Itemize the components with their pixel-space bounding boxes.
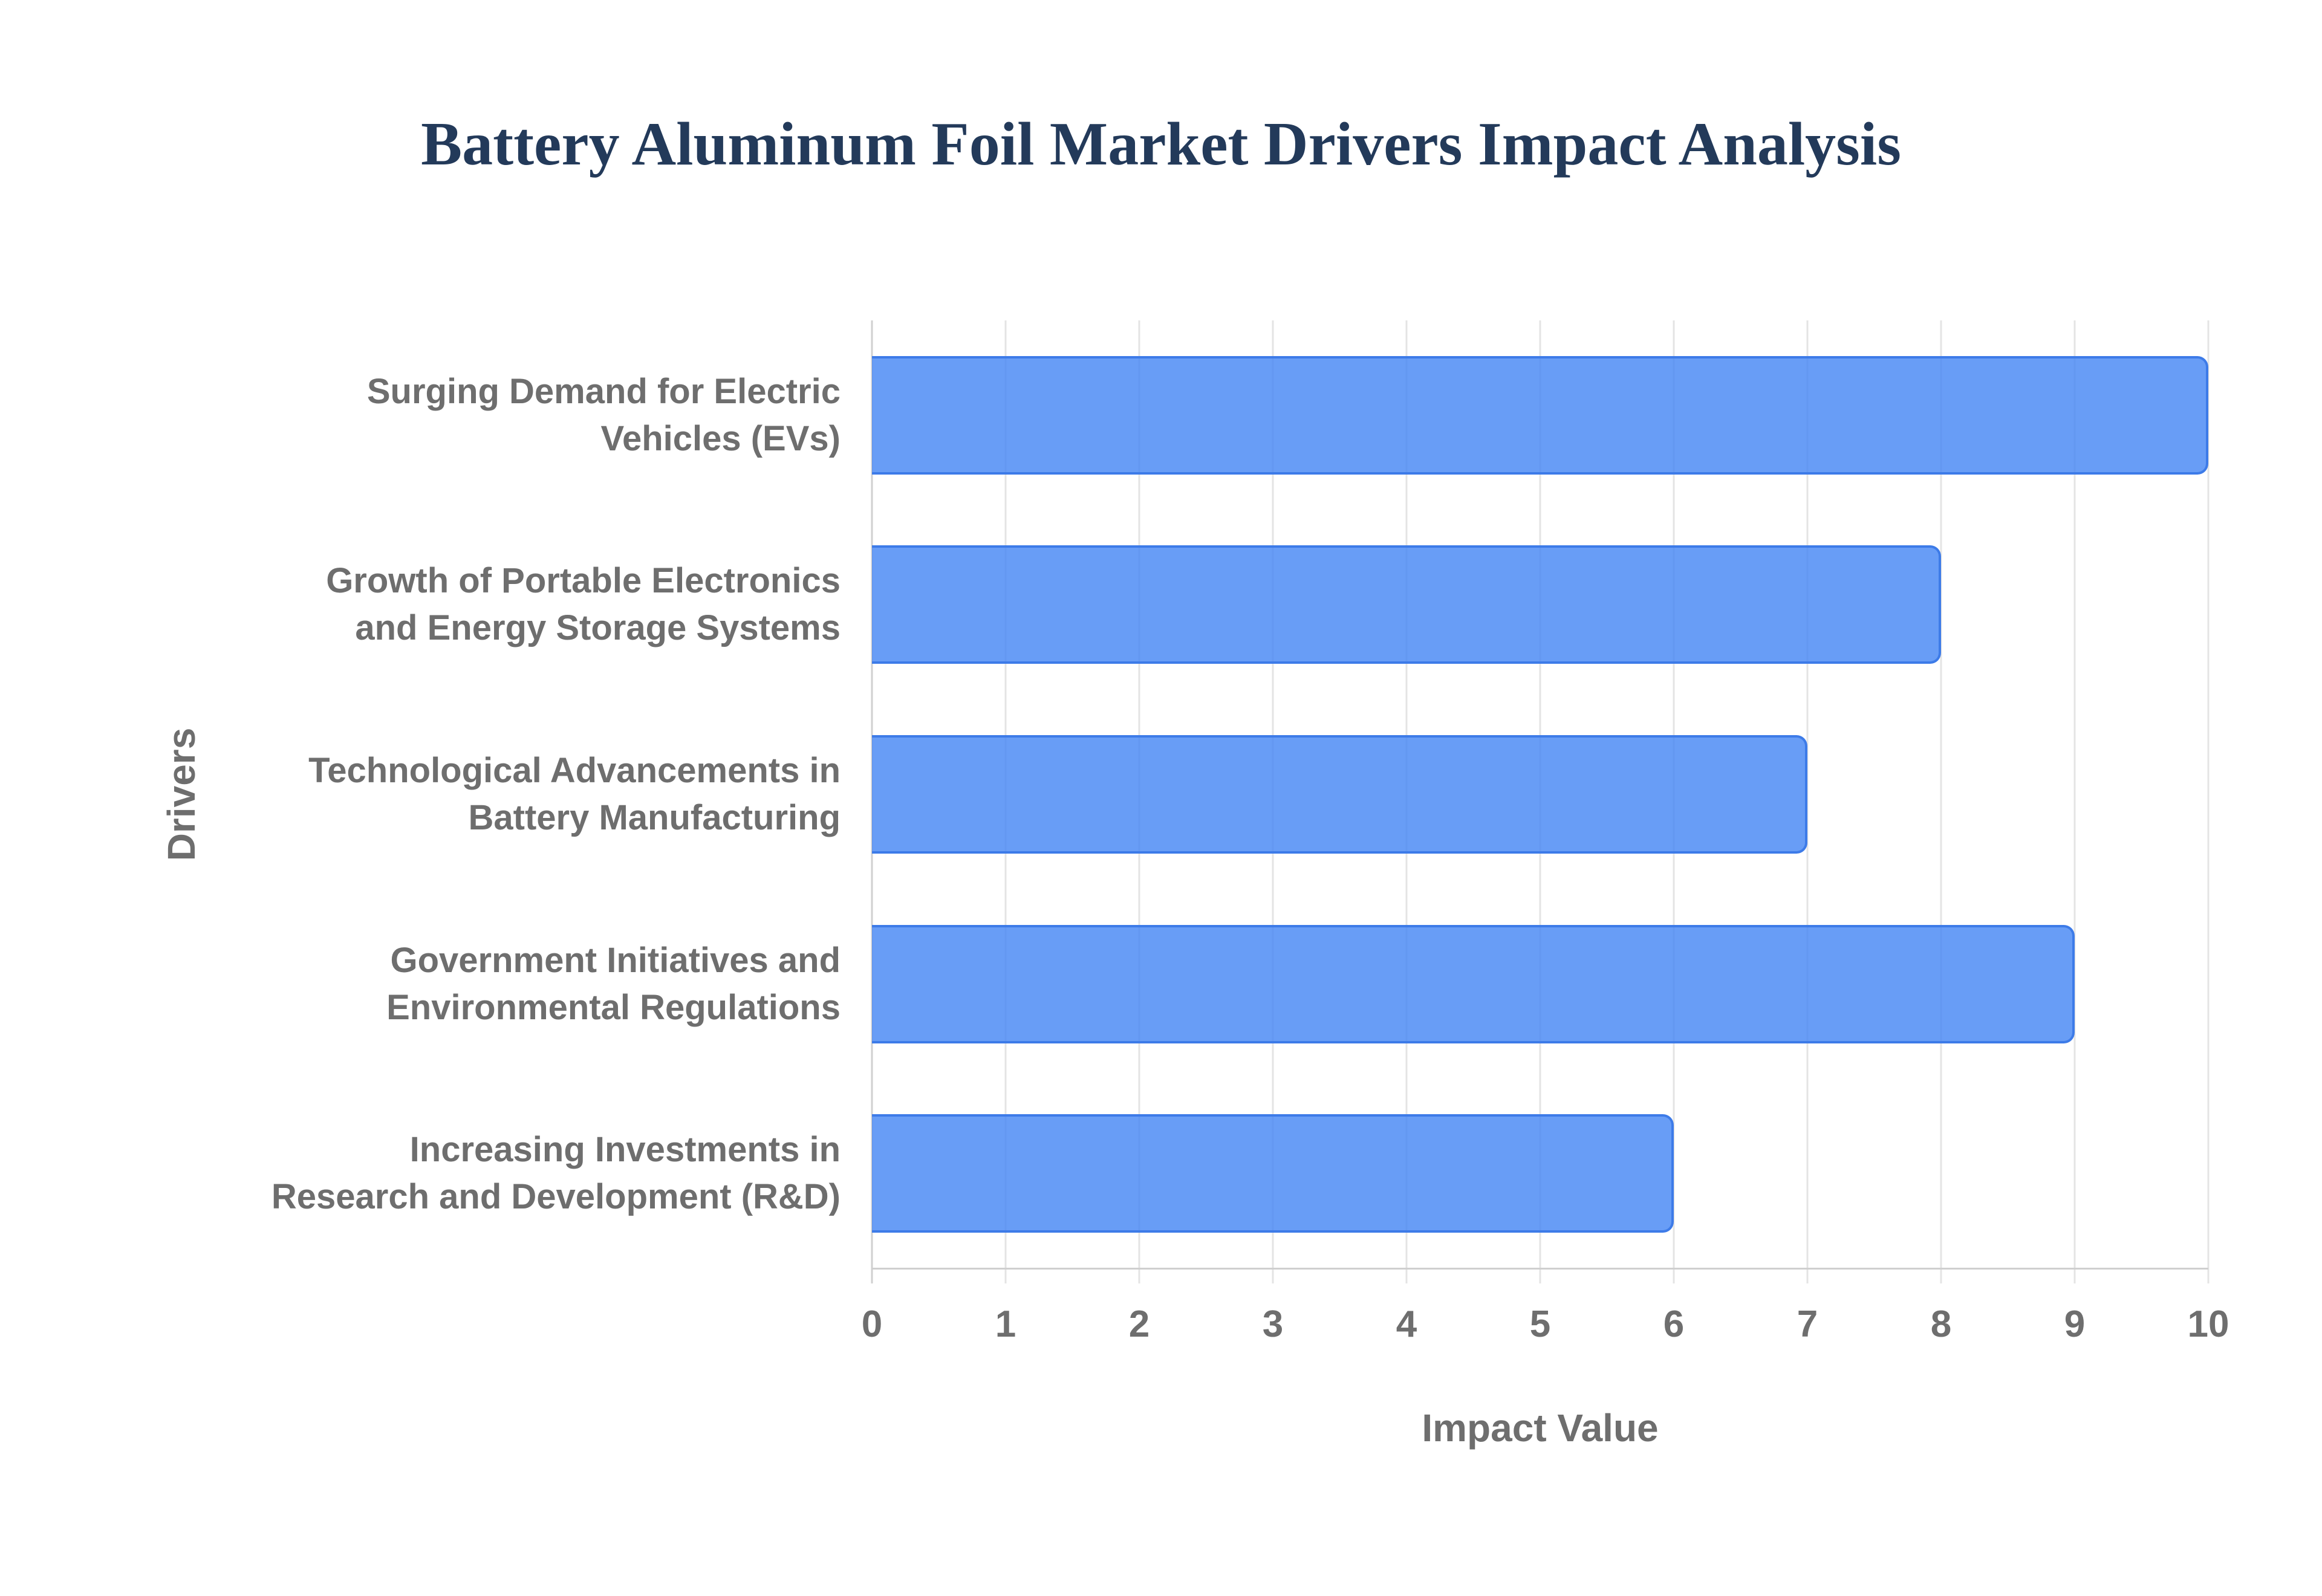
gridline — [1806, 320, 1809, 1283]
category-label: Growth of Portable Electronics and Energy… — [326, 561, 841, 648]
x-tick-label: 4 — [1396, 1303, 1417, 1345]
x-tick-label: 9 — [2064, 1303, 2086, 1345]
x-tick-label: 0 — [861, 1303, 883, 1345]
x-tick-label: 3 — [1262, 1303, 1284, 1345]
gridline — [1940, 320, 1942, 1283]
x-axis-line — [872, 1268, 2208, 1270]
x-tick-label: 1 — [995, 1303, 1016, 1345]
gridline — [2073, 320, 2076, 1283]
bar-5 — [872, 1114, 1674, 1233]
x-tick-label: 5 — [1529, 1303, 1551, 1345]
bar-3 — [872, 735, 1807, 854]
bar-4 — [872, 924, 2075, 1043]
category-label: Government Initiatives and Environmental … — [386, 940, 841, 1027]
category-label: Surging Demand for Electric Vehicles (EVs… — [366, 371, 841, 458]
x-axis-title: Impact Value — [1422, 1406, 1659, 1450]
x-tick-label: 10 — [2187, 1303, 2229, 1345]
x-tick-label: 6 — [1663, 1303, 1685, 1345]
x-tick-label: 2 — [1128, 1303, 1150, 1345]
x-tick-labels: 0 1 2 3 4 5 6 7 8 9 10 — [862, 1303, 2229, 1354]
bar-2 — [872, 545, 1941, 664]
x-tick-label: 7 — [1797, 1303, 1818, 1345]
chart-title: Battery Aluminum Foil Market Drivers Imp… — [421, 110, 1901, 178]
category-label: Increasing Investments in Research and De… — [271, 1130, 841, 1217]
category-label: Technological Advancements in Battery Man… — [308, 751, 841, 837]
plot-area — [871, 320, 2210, 1283]
bar-1 — [872, 355, 2208, 475]
gridline — [2207, 320, 2210, 1283]
category-labels: Surging Demand for Electric Vehicles (EVs… — [0, 320, 872, 1268]
x-tick-label: 8 — [1930, 1303, 1952, 1345]
